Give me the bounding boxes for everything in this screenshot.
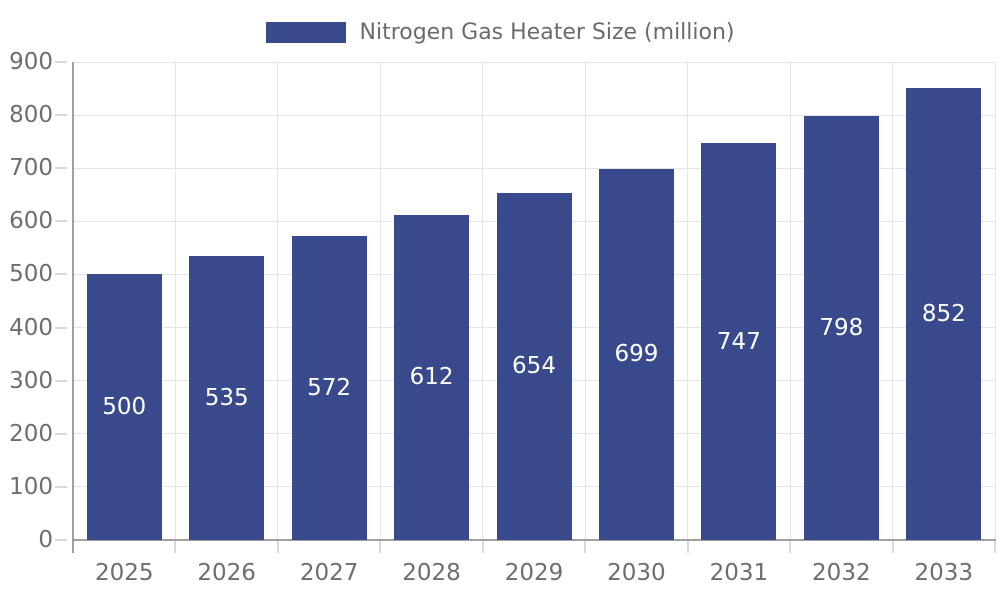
bar-2026: 535 — [189, 255, 265, 540]
y-axis-tick-label: 500 — [9, 261, 53, 288]
x-gridline — [892, 62, 894, 540]
y-axis-tick — [55, 485, 67, 488]
x-gridline — [789, 62, 791, 540]
x-axis-tick-label: 2030 — [607, 560, 666, 586]
x-axis-tick-label: 2027 — [299, 560, 359, 586]
bar-2032: 798 — [803, 116, 879, 540]
x-axis-line — [72, 539, 996, 541]
x-axis-tick — [789, 540, 792, 553]
y-axis-tick-label: 400 — [9, 314, 53, 341]
x-axis-tick — [379, 540, 382, 553]
y-axis-tick-label: 800 — [9, 102, 53, 129]
bar-value-label: 798 — [819, 315, 864, 342]
bar-2028: 612 — [394, 214, 470, 540]
bar-value-label: 500 — [102, 394, 147, 421]
x-gridline — [174, 62, 176, 540]
y-axis-tick — [55, 379, 67, 382]
x-axis-tick-label: 2032 — [812, 560, 871, 586]
x-gridline — [584, 62, 586, 540]
y-gridline — [73, 114, 995, 116]
legend-item[interactable]: Nitrogen Gas Heater Size (million) — [0, 20, 1000, 45]
x-axis-tick-label: 2029 — [504, 560, 564, 586]
y-axis-tick-label: 700 — [9, 155, 53, 182]
bar-value-label: 654 — [512, 353, 556, 380]
bar-value-label: 612 — [409, 364, 454, 391]
bar-value-label: 699 — [614, 341, 659, 368]
x-gridline — [277, 62, 279, 540]
bar-value-label: 535 — [204, 384, 249, 411]
legend-label: Nitrogen Gas Heater Size (million) — [359, 20, 735, 45]
x-axis-tick-label: 2028 — [402, 560, 461, 586]
y-axis-tick-label: 200 — [9, 420, 53, 447]
y-axis-tick-label: 600 — [9, 208, 53, 235]
bar-value-label: 852 — [921, 300, 966, 327]
y-axis-tick — [55, 61, 67, 63]
x-gridline — [687, 62, 689, 540]
plot-area: 0 100 200 300 400 500 600 700 800 900 500 2025 535 20… — [9, 51, 996, 586]
bar-2030: 699 — [598, 168, 674, 540]
x-axis-tick-label: 2031 — [709, 560, 769, 586]
bar-2029: 654 — [496, 192, 572, 540]
x-axis-tick — [686, 540, 689, 553]
y-axis-tick — [55, 114, 67, 117]
x-gridline — [379, 62, 381, 540]
x-axis-tick-label: 2026 — [197, 560, 256, 586]
y-axis-tick-label: 300 — [9, 367, 53, 394]
y-axis-tick — [55, 432, 67, 435]
x-axis-tick-label: 2033 — [914, 560, 974, 586]
bar-value-label: 572 — [307, 375, 352, 402]
x-axis-tick — [174, 540, 177, 553]
bar-value-label: 747 — [716, 328, 761, 355]
bar-2027: 572 — [291, 236, 367, 540]
x-gridline — [994, 62, 996, 540]
x-axis-tick — [481, 540, 484, 553]
y-axis-tick — [55, 273, 67, 276]
y-axis-tick — [55, 326, 67, 329]
y-axis-line — [72, 62, 74, 553]
x-axis-tick-label: 2025 — [94, 560, 154, 586]
x-gridline — [482, 62, 484, 540]
x-axis-tick — [891, 540, 894, 553]
bar-2025: 500 — [86, 274, 162, 540]
y-axis-tick — [55, 167, 67, 170]
y-axis-tick-label: 100 — [9, 473, 53, 500]
y-gridline — [73, 167, 995, 169]
bar-2033: 852 — [906, 87, 982, 540]
x-axis-tick — [276, 540, 279, 553]
x-axis-tick — [584, 540, 587, 553]
bar-2031: 747 — [701, 143, 777, 540]
legend-swatch — [265, 22, 346, 43]
x-axis-tick — [994, 540, 996, 553]
y-gridline — [73, 61, 995, 63]
y-axis-tick-label: 0 — [38, 527, 53, 553]
y-axis-tick-label: 900 — [9, 49, 53, 75]
y-axis-tick — [55, 539, 67, 541]
y-axis-tick — [55, 220, 67, 223]
